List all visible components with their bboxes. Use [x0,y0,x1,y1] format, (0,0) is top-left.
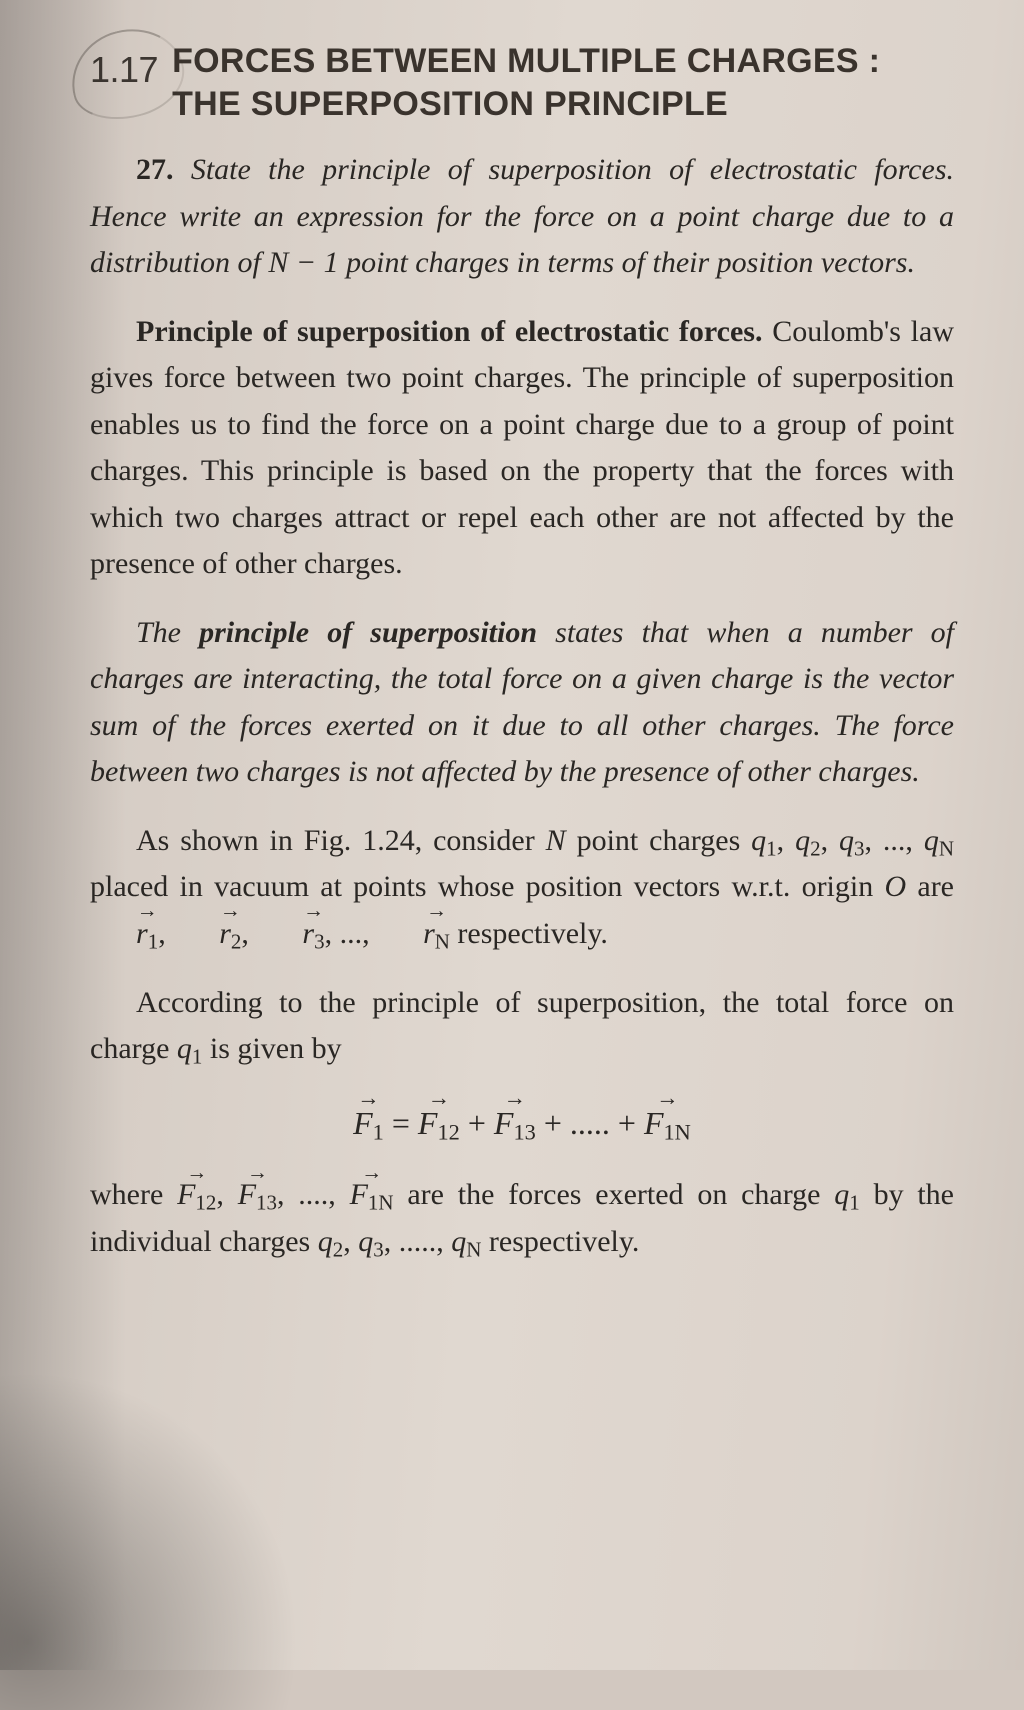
p3-N: N [546,824,566,857]
qN: qN [924,824,954,857]
p5-q2: q2 [318,1225,344,1258]
question-number: 27. [136,153,174,186]
p5-qN: qN [451,1225,481,1258]
q2: q2 [795,824,821,857]
para1-lead: Principle of superposition of electrosta… [136,315,763,348]
section-title-line1: FORCES BETWEEN MULTIPLE CHARGES : [172,42,880,80]
para1-rest: Coulomb's law gives force between two po… [90,315,954,581]
plus1: + [460,1105,494,1141]
textbook-page: 1.17 FORCES BETWEEN MULTIPLE CHARGES : T… [0,0,1024,1670]
paragraph-principle-intro: Principle of superposition of electrosta… [90,309,954,588]
F13-vec: F13 [494,1099,536,1150]
p5-q3: q3 [358,1225,384,1258]
p3-t5: respectively. [450,917,608,950]
section-title-line2: THE SUPERPOSITION PRINCIPLE [172,85,728,123]
F12-vec: F12 [418,1099,460,1150]
para2-emph: principle of superposition [199,616,537,649]
p3-t1: As shown in Fig. 1.24, consider [136,824,546,857]
p3-t2: point charges [566,824,751,857]
r3-vec: r3 [256,911,324,958]
p3-t4: are [906,870,954,903]
section-number: 1.17 [90,40,158,98]
section-title: FORCES BETWEEN MULTIPLE CHARGES : THE SU… [172,40,880,125]
paragraph-principle-statement: The principle of superposition states th… [90,610,954,796]
paragraph-according: According to the principle of superposit… [90,980,954,1073]
r2-vec: r2 [173,911,241,958]
p4-t2: is given by [202,1032,341,1065]
F1-vec: F1 [353,1099,384,1150]
question-text-post: point charges in terms of their position… [339,246,915,279]
q3: q3 [839,824,865,857]
rN-vec: rN [377,911,450,958]
para2-pre: The [136,616,199,649]
p5-t2: are the forces exerted on charge [394,1178,835,1211]
plus2: + ..... + [536,1105,644,1141]
r1-vec: r1 [90,911,158,958]
p5-q1: q1 [834,1178,860,1211]
paragraph-where: where F12, F13, ...., F1N are the forces… [90,1172,954,1266]
p4-q1: q1 [177,1032,203,1065]
p5-F13: F13 [238,1172,277,1219]
section-heading-row: 1.17 FORCES BETWEEN MULTIPLE CHARGES : T… [90,40,954,125]
p5-t1: where [90,1178,177,1211]
eq-sign: = [384,1105,418,1141]
p5-F1N: F1N [350,1172,394,1219]
paragraph-setup: As shown in Fig. 1.24, consider N point … [90,818,954,958]
p5-F12: F12 [177,1172,216,1219]
F1N-vec: F1N [644,1099,691,1150]
n-minus-1: N − 1 [268,246,338,279]
question-27: 27. State the principle of superposition… [90,147,954,287]
p3-O: O [884,870,906,903]
superposition-equation: F1 = F12 + F13 + ..... + F1N [90,1099,954,1150]
p5-t4: respectively. [481,1225,639,1258]
q1: q1 [751,824,777,857]
